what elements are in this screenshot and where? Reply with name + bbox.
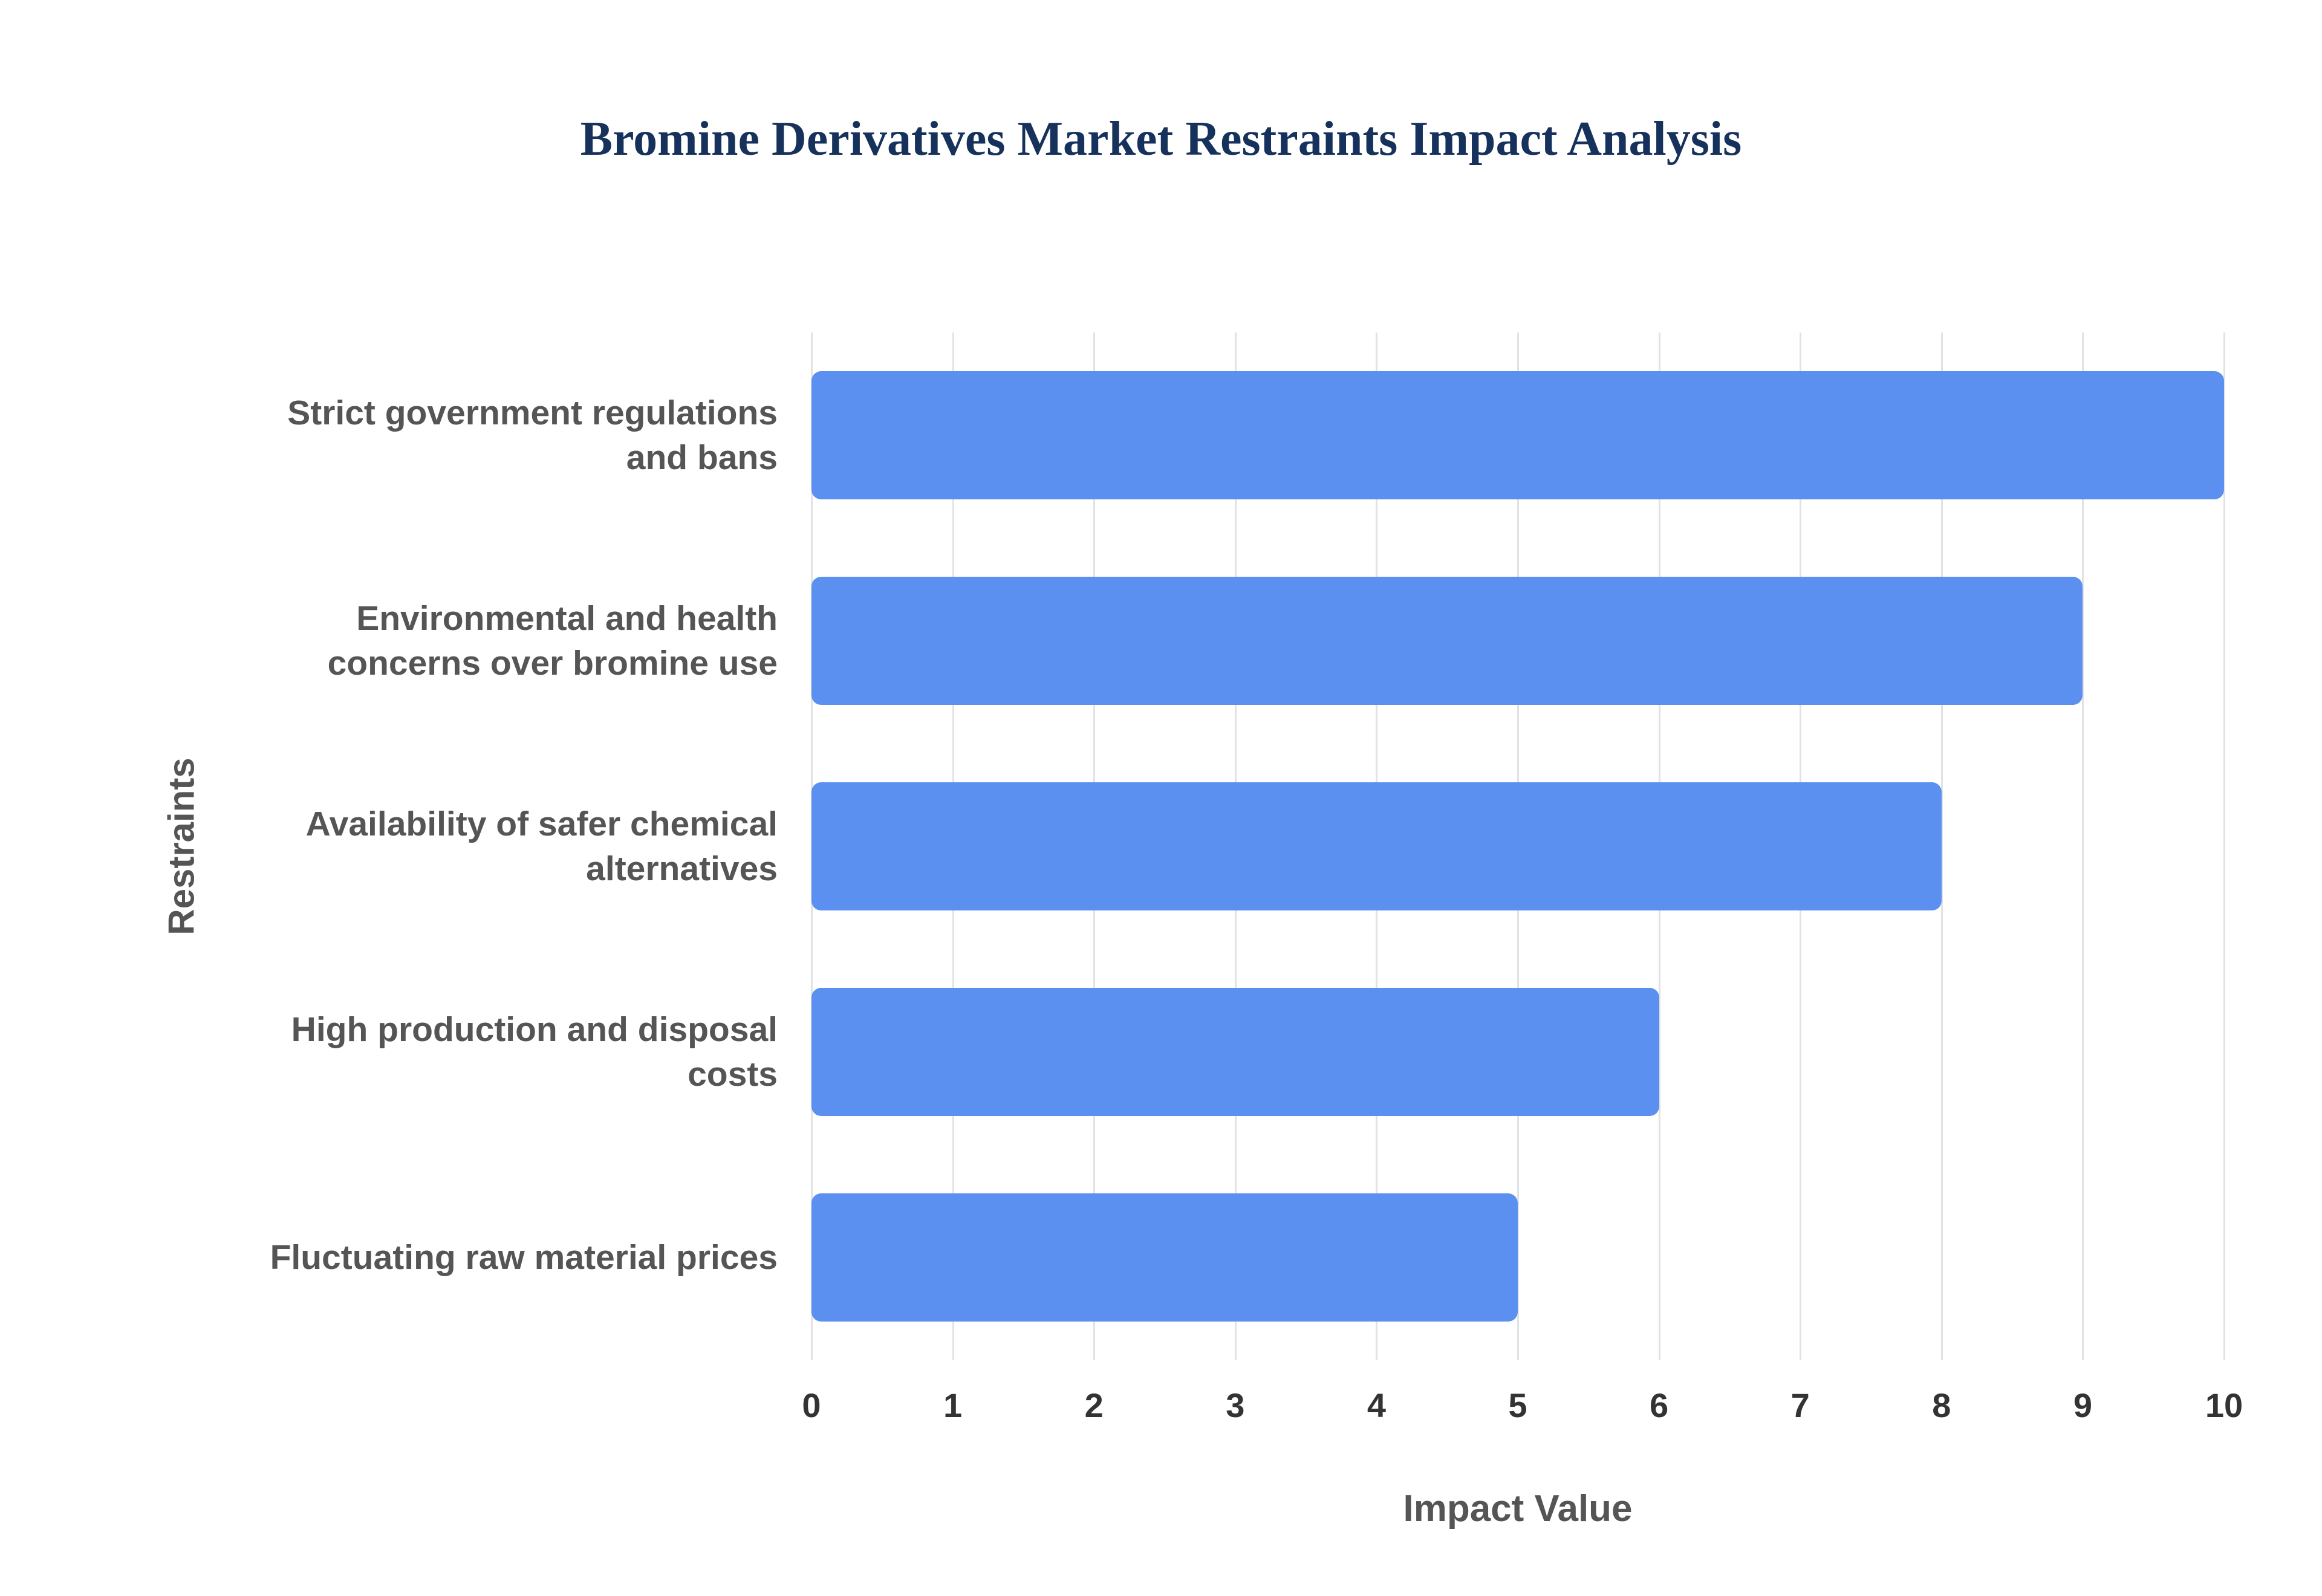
bar xyxy=(811,577,2083,705)
tick-label: 2 xyxy=(1084,1386,1104,1424)
bar-row: Fluctuating raw material prices xyxy=(0,1155,2322,1360)
bar-track xyxy=(811,538,2224,744)
bar-row: Availability of safer chemical alternati… xyxy=(0,744,2322,949)
chart-rows: Strict government regulations and bans En… xyxy=(0,332,2322,1360)
y-axis-title: Restraints xyxy=(161,757,202,935)
tick-label: 9 xyxy=(2073,1386,2092,1424)
tick-label: 8 xyxy=(1932,1386,1951,1424)
tick-label: 10 xyxy=(2205,1386,2243,1424)
gridline xyxy=(2082,332,2084,1360)
category-label: Fluctuating raw material prices xyxy=(270,1238,778,1277)
tick-label: 7 xyxy=(1790,1386,1810,1424)
bar xyxy=(811,371,2224,499)
tick-label: 1 xyxy=(943,1386,963,1424)
tick-label: 5 xyxy=(1508,1386,1527,1424)
bar-row: Strict government regulations and bans xyxy=(0,332,2322,538)
tick-label: 6 xyxy=(1650,1386,1669,1424)
bar-track xyxy=(811,1155,2224,1360)
tick-label: 4 xyxy=(1367,1386,1386,1424)
bar-row: High production and disposal costs xyxy=(0,949,2322,1155)
x-axis: 0 1 2 3 4 5 6 7 8 9 10 xyxy=(802,1360,2243,1445)
category-label: Availability of safer chemical alternati… xyxy=(305,804,778,888)
bar-row: Environmental and health concerns over b… xyxy=(0,538,2322,744)
gridline xyxy=(2223,332,2225,1360)
tick-label: 3 xyxy=(1226,1386,1245,1424)
bar xyxy=(811,782,1942,910)
bar-chart: Strict government regulations and bans En… xyxy=(0,332,2322,1424)
bar xyxy=(811,1193,1518,1322)
category-label: High production and disposal costs xyxy=(291,1010,778,1094)
chart-title: Bromine Derivatives Market Restraints Im… xyxy=(580,112,1742,166)
category-label: Strict government regulations and bans xyxy=(287,393,778,477)
bar-track xyxy=(811,744,2224,949)
bar xyxy=(811,988,1659,1116)
tick-label: 0 xyxy=(802,1386,821,1424)
bar-track xyxy=(811,949,2224,1155)
category-label: Environmental and health concerns over b… xyxy=(327,598,778,683)
x-axis-title: Impact Value xyxy=(1403,1488,1633,1529)
bar-track xyxy=(811,332,2224,538)
gridline xyxy=(1940,332,1943,1360)
